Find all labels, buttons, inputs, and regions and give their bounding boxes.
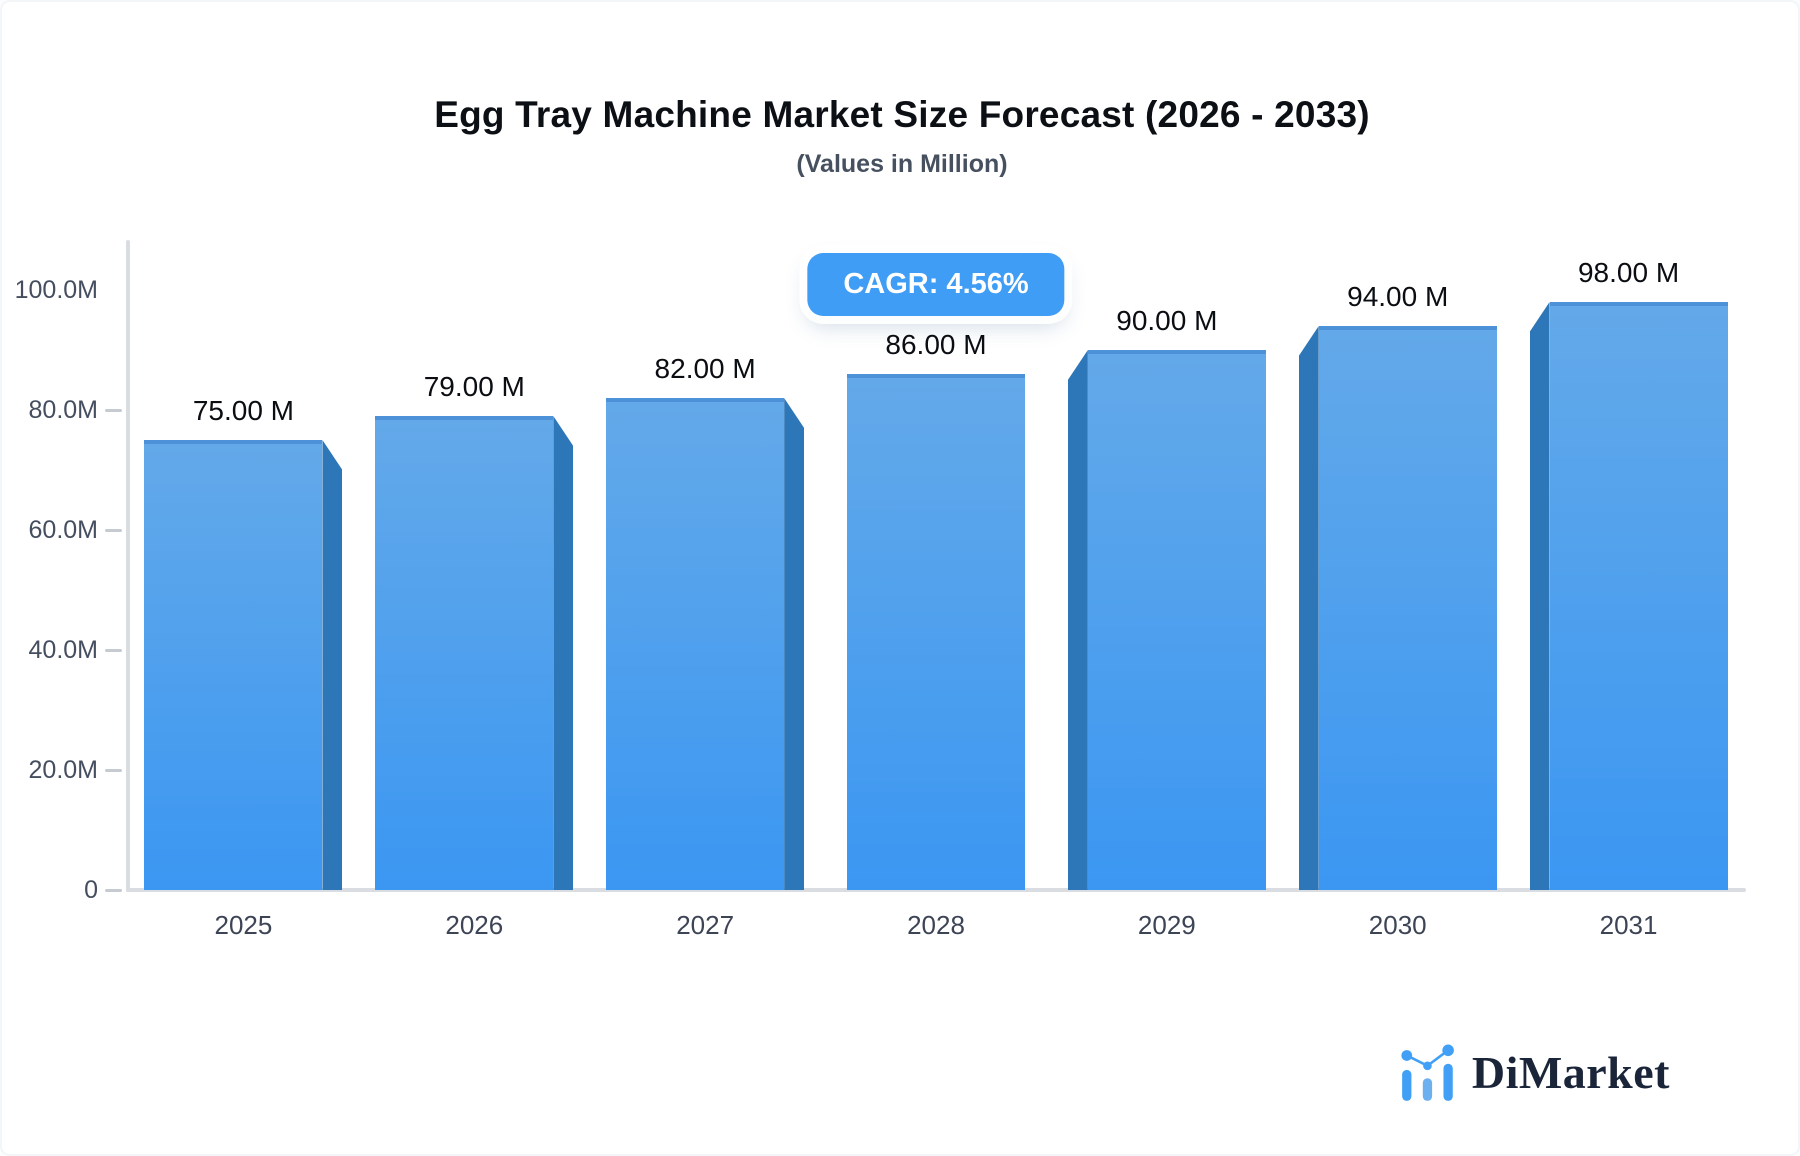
y-tick-label: 40.0M bbox=[28, 636, 98, 664]
y-tick-dash bbox=[105, 528, 122, 532]
bar-2028 bbox=[847, 374, 1025, 890]
logo: DiMarket bbox=[1398, 1042, 1670, 1102]
bar-2029 bbox=[1087, 350, 1266, 890]
x-axis-label-2028: 2028 bbox=[907, 910, 965, 940]
y-tick-label: 80.0M bbox=[28, 396, 98, 424]
bar-2026-side bbox=[553, 416, 574, 890]
bar-value-label: 82.00 M bbox=[654, 353, 756, 384]
logo-text: DiMarket bbox=[1471, 1046, 1670, 1098]
bar-2027-side bbox=[784, 398, 805, 890]
chart-title: Egg Tray Machine Market Size Forecast (2… bbox=[434, 94, 1370, 135]
bar-value-label: 79.00 M bbox=[423, 371, 525, 402]
bar-value-label: 90.00 M bbox=[1116, 305, 1218, 336]
x-axis-label-2026: 2026 bbox=[445, 910, 504, 940]
y-tick-dash bbox=[105, 768, 122, 772]
cagr-badge: CAGR: 4.56% bbox=[807, 253, 1065, 316]
x-axis-label-2029: 2029 bbox=[1137, 910, 1196, 940]
y-tick-label: 20.0M bbox=[28, 756, 98, 784]
x-axis-label-2031: 2031 bbox=[1599, 910, 1658, 940]
x-axis-baseline bbox=[126, 888, 1746, 892]
y-tick-dash bbox=[105, 648, 122, 652]
bar-2025-side bbox=[322, 440, 343, 890]
bar-2025 bbox=[144, 440, 323, 890]
bar-2030 bbox=[1318, 326, 1497, 890]
bar-value-label: 86.00 M bbox=[885, 329, 987, 360]
bar-2027 bbox=[606, 398, 785, 890]
y-tick-label: 0 bbox=[84, 876, 98, 904]
bar-value-label: 75.00 M bbox=[192, 395, 295, 426]
y-axis-line bbox=[126, 240, 130, 892]
y-tick-label: 60.0M bbox=[28, 516, 98, 544]
chart-subtitle: (Values in Million) bbox=[796, 150, 1008, 178]
bar-2030-side bbox=[1298, 326, 1319, 890]
bar-2031 bbox=[1549, 302, 1728, 890]
y-tick-dash bbox=[105, 888, 122, 892]
bar-chart-logo-icon bbox=[1401, 1044, 1454, 1101]
y-tick-label: 100.0M bbox=[14, 276, 98, 304]
bar-2031-side bbox=[1529, 302, 1550, 890]
x-axis-label-2030: 2030 bbox=[1368, 910, 1427, 940]
x-axis-label-2027: 2027 bbox=[676, 910, 735, 940]
bar-2029-side bbox=[1067, 350, 1088, 890]
bar-value-label: 98.00 M bbox=[1577, 257, 1680, 288]
bar-2026 bbox=[375, 416, 554, 890]
x-axis-label-2025: 2025 bbox=[214, 910, 273, 940]
y-tick-dash bbox=[105, 408, 122, 412]
bar-value-label: 94.00 M bbox=[1347, 281, 1449, 312]
cagr-badge-label: CAGR: 4.56% bbox=[843, 268, 1029, 300]
